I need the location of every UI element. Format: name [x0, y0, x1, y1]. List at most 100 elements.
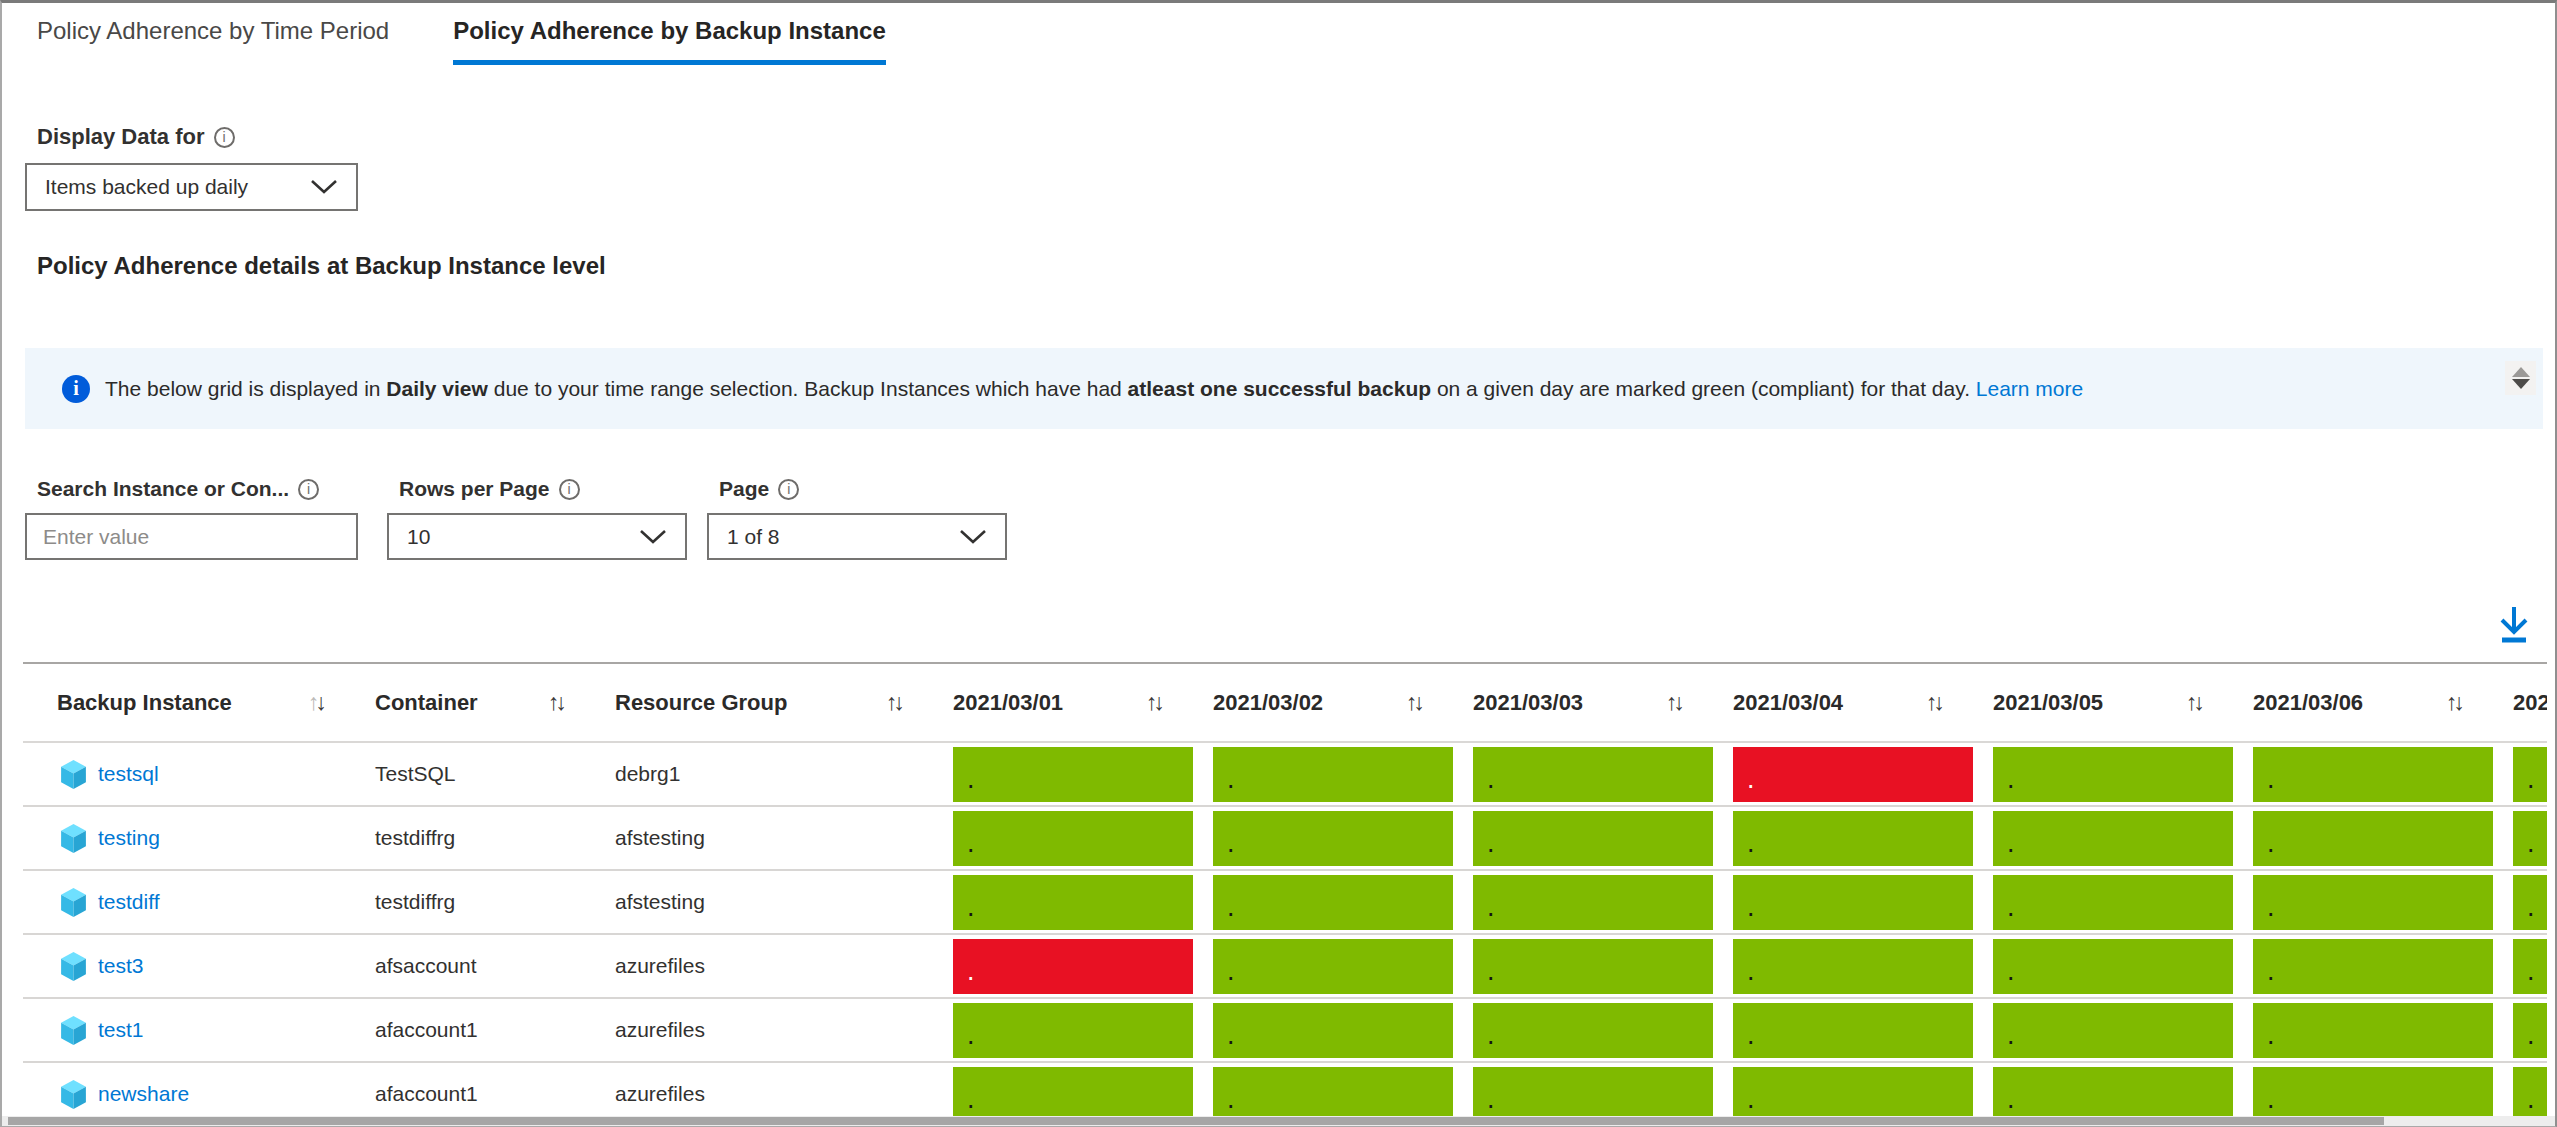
day-status-cell-green: .	[1213, 871, 1473, 933]
column-label: 2021/03/04	[1733, 690, 1843, 716]
container-cell: testdiffrg	[375, 871, 615, 933]
column-label: 2021/03/06	[2253, 690, 2363, 716]
backup-instance-link[interactable]: testdiff	[98, 890, 159, 914]
table-row: testsql TestSQL debrg1 .......	[23, 743, 2547, 807]
scrollbar-thumb[interactable]	[8, 1117, 2384, 1125]
resource-group-cell: azurefiles	[615, 999, 953, 1061]
tab-policy-adherence-by-backup-instance[interactable]: Policy Adherence by Backup Instance	[453, 17, 886, 65]
day-status-cell-green: .	[1473, 807, 1733, 869]
day-status-cell-green: .	[1213, 1063, 1473, 1116]
table-row: test1 afaccount1 azurefiles .......	[23, 999, 2547, 1063]
column-label: 202	[2513, 690, 2547, 716]
download-button[interactable]	[2491, 601, 2537, 651]
cube-icon	[59, 951, 88, 982]
day-status-cell-green: .	[953, 807, 1213, 869]
day-status-cell-green: .	[1213, 935, 1473, 997]
backup-instance-cell: test3	[23, 935, 375, 997]
day-status-cell-green: .	[2513, 1063, 2547, 1116]
day-status-cell-green: .	[953, 999, 1213, 1061]
cube-icon	[59, 823, 88, 854]
column-label: Resource Group	[615, 690, 787, 716]
horizontal-scrollbar[interactable]	[2, 1116, 2555, 1126]
sort-icon[interactable]: ↑↓	[1406, 689, 1421, 716]
sort-icon[interactable]: ↑↓	[2446, 689, 2461, 716]
day-status-cell-green: .	[2513, 743, 2547, 805]
backup-instance-link[interactable]: test3	[98, 954, 144, 978]
info-icon[interactable]: i	[298, 479, 319, 500]
search-label: Search Instance or Con... i	[37, 475, 358, 503]
tab-policy-adherence-by-time-period[interactable]: Policy Adherence by Time Period	[37, 17, 389, 65]
column-header-date-7-partial[interactable]: 202	[2513, 664, 2547, 741]
day-status-cell-green: .	[1733, 935, 1993, 997]
day-status-cell-green: .	[1993, 743, 2253, 805]
column-header-backup-instance[interactable]: Backup Instance ↑↓	[23, 664, 375, 741]
banner-text: The below grid is displayed in Daily vie…	[105, 377, 2083, 401]
column-header-date-2[interactable]: 2021/03/02 ↑↓	[1213, 664, 1473, 741]
backup-instance-link[interactable]: newshare	[98, 1082, 189, 1106]
learn-more-link[interactable]: Learn more	[1976, 377, 2083, 400]
search-label-text: Search Instance or Con...	[37, 477, 289, 501]
display-data-value: Items backed up daily	[45, 175, 248, 199]
column-label: 2021/03/02	[1213, 690, 1323, 716]
day-status-cell-green: .	[2253, 935, 2513, 997]
day-status-cell-green: .	[1733, 1063, 1993, 1116]
sort-icon[interactable]: ↑↓	[1146, 689, 1161, 716]
sort-icon[interactable]: ↑↓	[886, 689, 901, 716]
column-header-date-6[interactable]: 2021/03/06 ↑↓	[2253, 664, 2513, 741]
column-header-date-4[interactable]: 2021/03/04 ↑↓	[1733, 664, 1993, 741]
banner-text-segment: due to your time range selection. Backup…	[488, 377, 1128, 400]
day-status-cell-green: .	[1473, 935, 1733, 997]
page-select[interactable]: 1 of 8	[707, 513, 1007, 560]
column-label: 2021/03/01	[953, 690, 1063, 716]
container-cell: TestSQL	[375, 743, 615, 805]
container-cell: afaccount1	[375, 999, 615, 1061]
column-header-date-1[interactable]: 2021/03/01 ↑↓	[953, 664, 1213, 741]
rows-per-page-label-text: Rows per Page	[399, 477, 550, 501]
display-data-select[interactable]: Items backed up daily	[25, 163, 358, 211]
day-status-cell-red: .	[1733, 743, 1993, 805]
page-label-text: Page	[719, 477, 769, 501]
day-status-cell-green: .	[2253, 871, 2513, 933]
container-cell: afaccount1	[375, 1063, 615, 1116]
sort-icon[interactable]: ↑↓	[1666, 689, 1681, 716]
backup-instance-cell: testdiff	[23, 871, 375, 933]
backup-instance-link[interactable]: testing	[98, 826, 160, 850]
cube-icon	[59, 887, 88, 918]
day-status-cell-green: .	[1733, 807, 1993, 869]
container-cell: testdiffrg	[375, 807, 615, 869]
sort-icon[interactable]: ↑↓	[308, 689, 323, 716]
scroll-up-icon[interactable]	[2512, 367, 2530, 377]
day-status-cell-green: .	[1213, 999, 1473, 1061]
cube-icon	[59, 759, 88, 790]
sort-icon[interactable]: ↑↓	[548, 689, 563, 716]
day-status-cell-green: .	[953, 743, 1213, 805]
chevron-down-icon	[639, 529, 667, 545]
page-label: Page i	[719, 475, 1007, 503]
day-status-cell-green: .	[2253, 1063, 2513, 1116]
sort-icon[interactable]: ↑↓	[2186, 689, 2201, 716]
column-label: 2021/03/05	[1993, 690, 2103, 716]
backup-instance-link[interactable]: test1	[98, 1018, 144, 1042]
info-icon[interactable]: i	[214, 127, 235, 148]
column-header-resource-group[interactable]: Resource Group ↑↓	[615, 664, 953, 741]
column-header-date-3[interactable]: 2021/03/03 ↑↓	[1473, 664, 1733, 741]
banner-scroll-stepper	[2505, 361, 2536, 395]
day-status-cell-green: .	[1213, 743, 1473, 805]
column-header-container[interactable]: Container ↑↓	[375, 664, 615, 741]
info-icon[interactable]: i	[778, 479, 799, 500]
banner-bold-daily-view: Daily view	[386, 377, 488, 400]
rows-per-page-select[interactable]: 10	[387, 513, 687, 560]
search-instance-input[interactable]	[25, 513, 358, 560]
column-header-date-5[interactable]: 2021/03/05 ↑↓	[1993, 664, 2253, 741]
adherence-grid-body: testsql TestSQL debrg1 ....... testing t…	[23, 743, 2547, 1116]
sort-icon[interactable]: ↑↓	[1926, 689, 1941, 716]
resource-group-cell: debrg1	[615, 743, 953, 805]
day-status-cell-green: .	[2513, 871, 2547, 933]
scroll-down-icon[interactable]	[2512, 379, 2530, 389]
backup-instance-link[interactable]: testsql	[98, 762, 159, 786]
day-status-cell-green: .	[2253, 999, 2513, 1061]
info-icon[interactable]: i	[559, 479, 580, 500]
backup-instance-cell: test1	[23, 999, 375, 1061]
day-status-cell-green: .	[2513, 807, 2547, 869]
day-status-cell-green: .	[953, 1063, 1213, 1116]
